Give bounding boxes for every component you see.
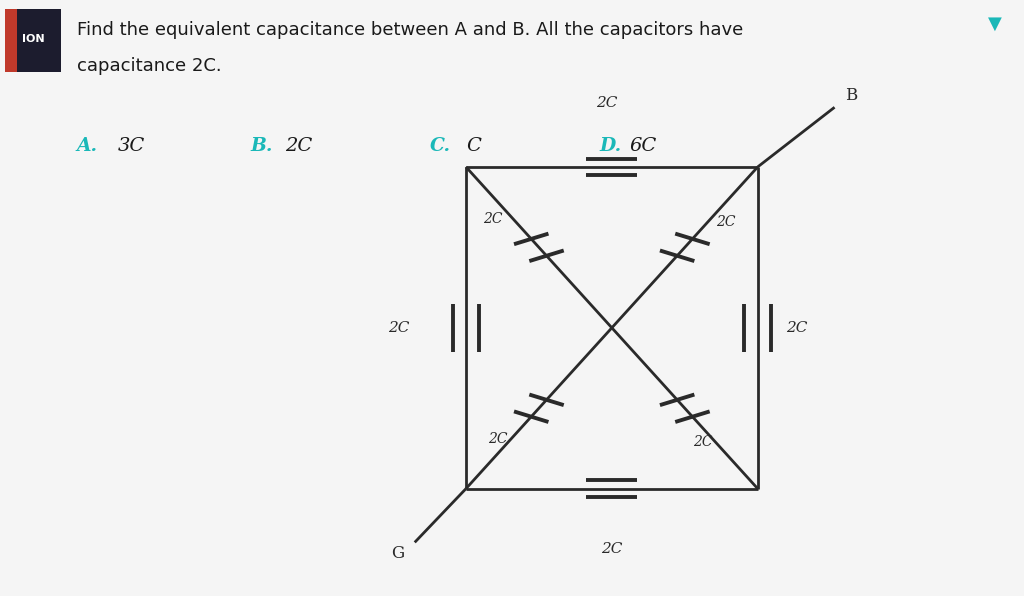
Text: 2C: 2C — [488, 432, 508, 446]
FancyBboxPatch shape — [5, 9, 17, 72]
FancyBboxPatch shape — [5, 9, 61, 72]
Text: D.: D. — [599, 137, 622, 155]
Text: 2C: 2C — [388, 321, 410, 335]
Text: 2C: 2C — [285, 137, 312, 155]
Text: ION: ION — [23, 34, 45, 44]
Text: 2C: 2C — [596, 97, 617, 110]
Text: capacitance 2C.: capacitance 2C. — [77, 57, 221, 74]
Text: C.: C. — [430, 137, 452, 155]
Text: 3C: 3C — [118, 137, 145, 155]
Text: 2C: 2C — [693, 435, 713, 449]
Text: Find the equivalent capacitance between A and B. All the capacitors have: Find the equivalent capacitance between … — [77, 21, 743, 39]
Text: C: C — [466, 137, 481, 155]
Text: B: B — [845, 87, 857, 104]
Text: 6C: 6C — [630, 137, 657, 155]
Text: B.: B. — [251, 137, 273, 155]
Text: G: G — [391, 545, 404, 563]
Text: A.: A. — [77, 137, 98, 155]
Text: 2C: 2C — [483, 213, 503, 226]
Text: 2C: 2C — [786, 321, 808, 335]
Text: 2C: 2C — [716, 216, 735, 229]
Text: 2C: 2C — [601, 542, 623, 556]
Text: ▼: ▼ — [987, 15, 1001, 33]
